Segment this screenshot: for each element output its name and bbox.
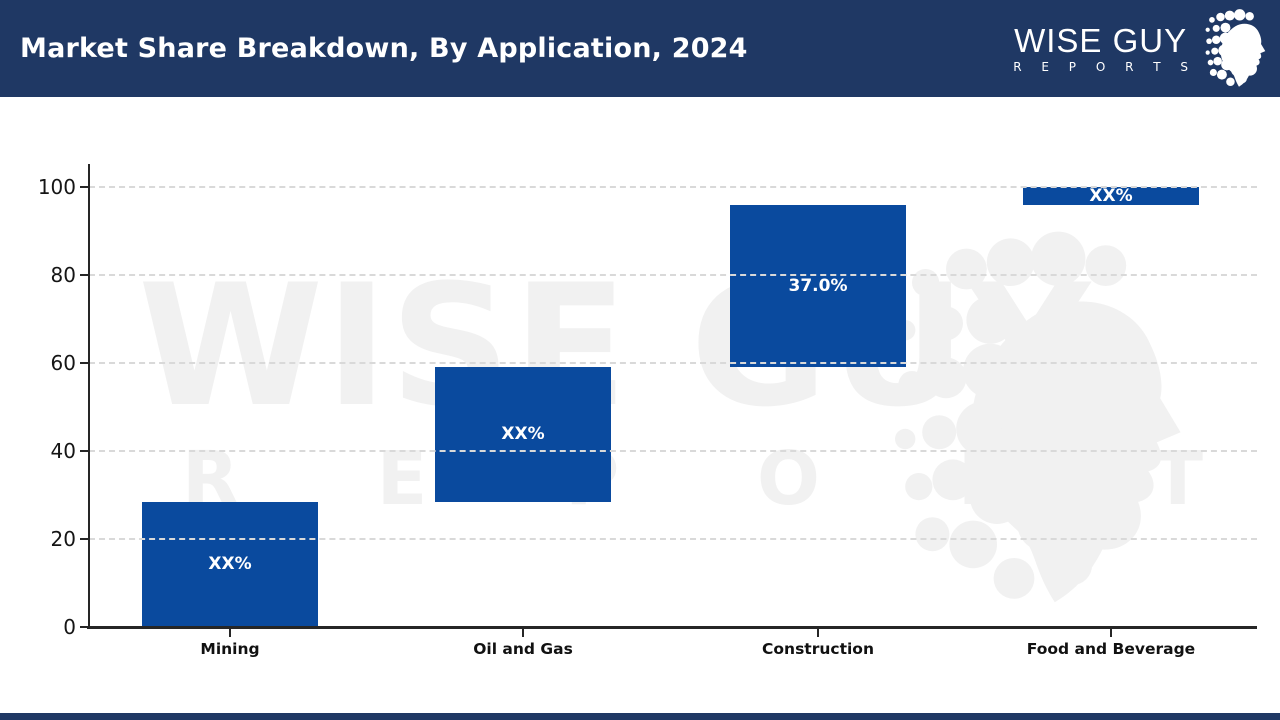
y-gridline <box>89 186 1257 188</box>
x-tick-mark <box>229 629 231 637</box>
y-tick-mark <box>80 362 88 364</box>
x-category-label: Oil and Gas <box>473 640 573 658</box>
x-category-label: Mining <box>200 640 260 658</box>
bar-value-label: XX% <box>501 424 545 445</box>
footer-bar <box>0 713 1280 720</box>
bar-mining: XX% <box>142 501 318 627</box>
x-tick-mark <box>817 629 819 637</box>
y-tick-label: 40 <box>50 439 76 463</box>
y-tick-label: 100 <box>37 175 76 199</box>
brand-text: WISE GUY R E P O R T S <box>1005 24 1196 73</box>
bar-value-label: XX% <box>208 554 252 575</box>
y-gridline <box>89 274 1257 276</box>
watermark-face-icon <box>895 231 1181 603</box>
y-tick-mark <box>80 274 88 276</box>
y-tick-mark <box>80 450 88 452</box>
brand-logo: WISE GUY R E P O R T S <box>1005 8 1266 89</box>
x-tick-mark <box>1110 629 1112 637</box>
y-tick-label: 20 <box>50 527 76 551</box>
brand-subtitle: R E P O R T S <box>1013 60 1196 74</box>
bar-value-label: XX% <box>1089 187 1133 205</box>
x-tick-mark <box>522 629 524 637</box>
y-tick-mark <box>80 626 88 628</box>
bar-construction: 37.0% <box>730 204 906 368</box>
y-tick-label: 80 <box>50 263 76 287</box>
y-tick-mark <box>80 538 88 540</box>
y-tick-label: 60 <box>50 351 76 375</box>
header: Market Share Breakdown, By Application, … <box>0 0 1280 97</box>
y-gridline <box>89 450 1257 452</box>
x-category-label: Construction <box>762 640 874 658</box>
y-gridline <box>89 362 1257 364</box>
brand-name: WISE GUY <box>1014 22 1188 59</box>
y-gridline <box>89 538 1257 540</box>
bar-food-and-beverage: XX% <box>1023 187 1199 205</box>
x-axis-line <box>87 626 1257 629</box>
bar-oil-and-gas: XX% <box>435 367 611 502</box>
y-tick-label: 0 <box>63 615 76 639</box>
y-axis-line <box>88 164 90 629</box>
bar-value-label: 37.0% <box>788 275 848 296</box>
x-category-label: Food and Beverage <box>1026 640 1196 658</box>
page-title: Market Share Breakdown, By Application, … <box>20 33 748 64</box>
wise-guy-face-icon <box>1205 8 1266 87</box>
y-tick-mark <box>80 186 88 188</box>
